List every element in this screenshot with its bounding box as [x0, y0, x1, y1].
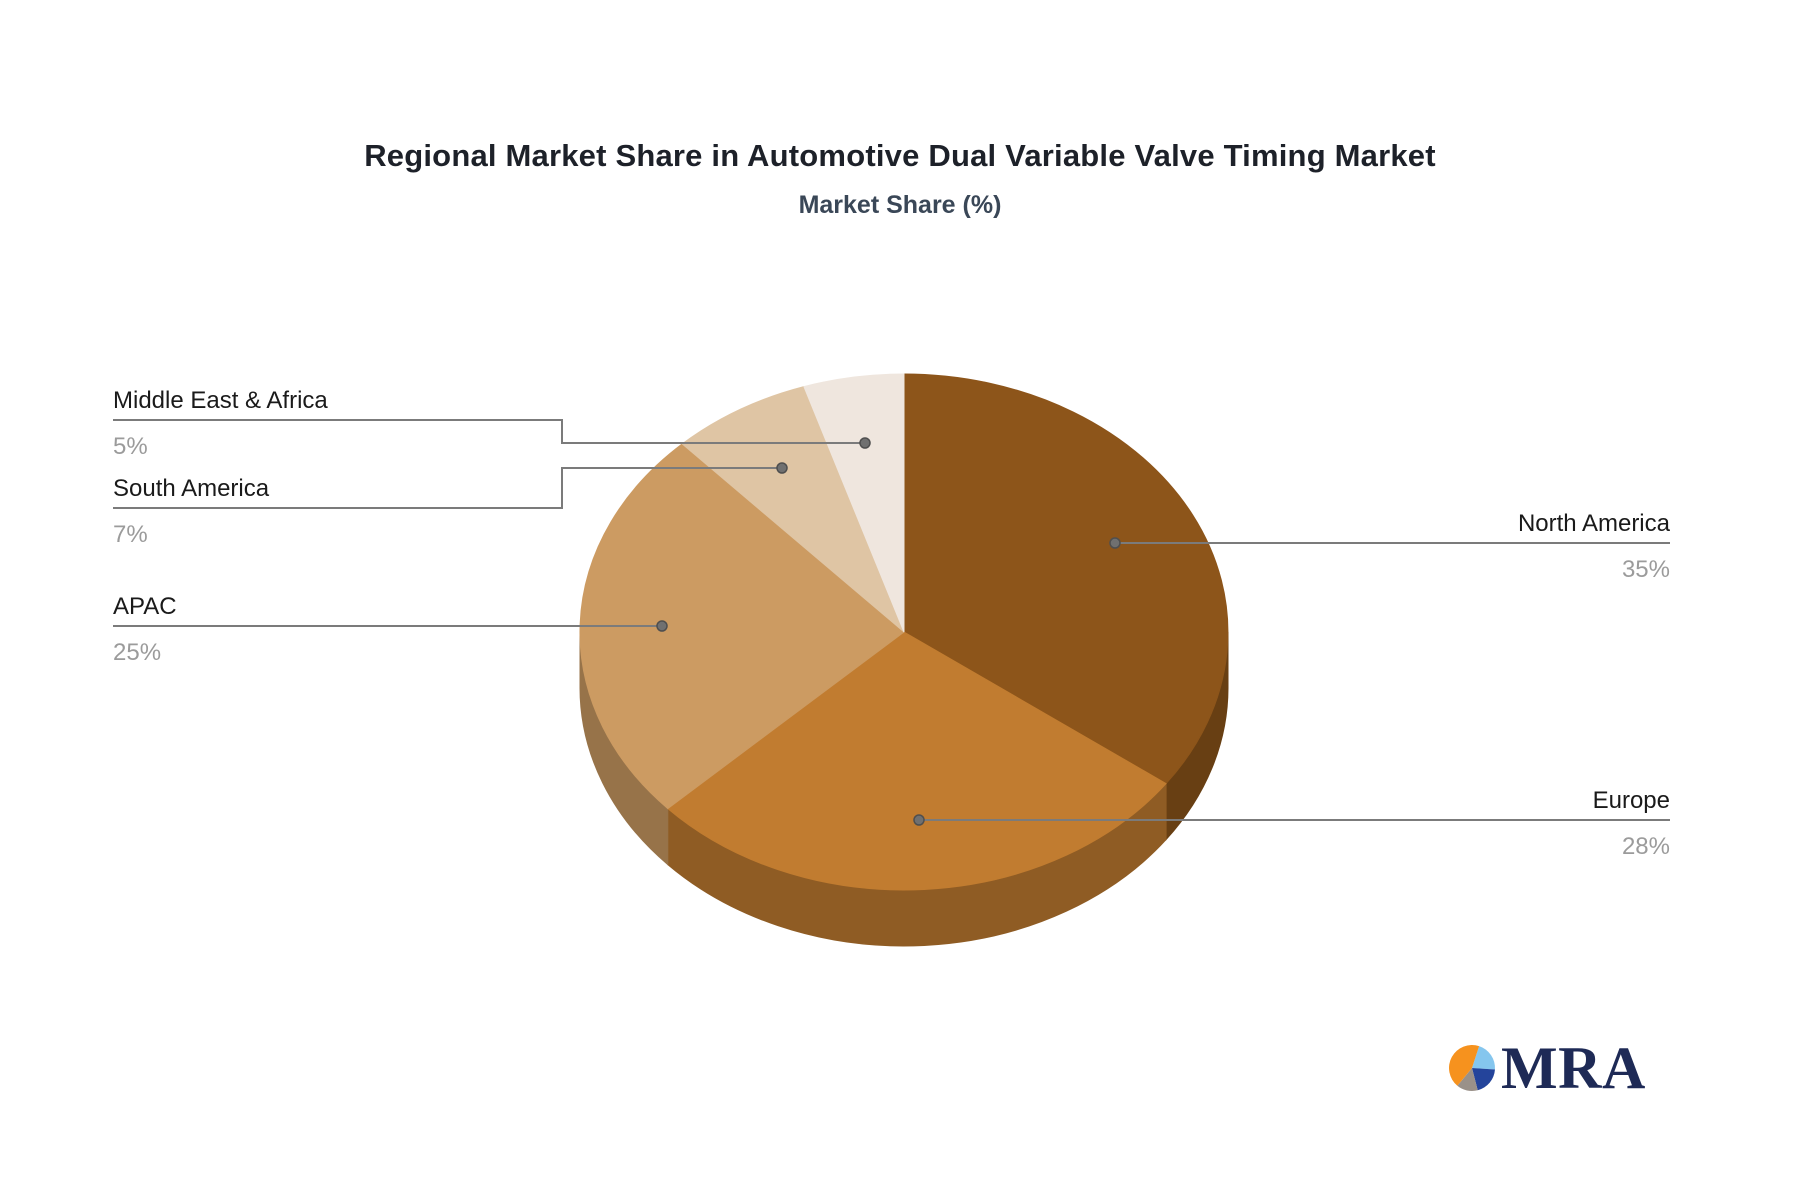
pie-slice-apac[interactable]: [579, 443, 905, 810]
brand-logo-slice-gray: [1457, 1068, 1478, 1092]
leader-dot-south-america: [776, 462, 788, 474]
pie-slice-europe[interactable]: [666, 631, 1167, 891]
leader-dot-europe: [913, 814, 925, 826]
leader-line-south-america: [113, 467, 782, 509]
slice-value-south-america: 7%: [113, 521, 148, 548]
slice-value-north-america: 35%: [1622, 556, 1670, 583]
chart-title: Regional Market Share in Automotive Dual…: [364, 138, 1436, 173]
chart-subtitle: Market Share (%): [798, 191, 1002, 219]
slice-value-europe: 28%: [1622, 833, 1670, 860]
brand-logo-slice-navy: [1472, 1068, 1495, 1091]
leader-dot-middle-east-africa: [859, 437, 871, 449]
pie-slice-middle-east-africa[interactable]: [803, 373, 905, 633]
brand-logo: MRA: [1446, 1038, 1646, 1098]
leader-line-middle-east-africa: [113, 419, 865, 444]
slice-label-north-america: North America: [1518, 510, 1671, 537]
pie-slice-south-america[interactable]: [681, 386, 905, 633]
slice-value-apac: 25%: [113, 639, 161, 666]
pie-slice-north-america[interactable]: [903, 373, 1229, 785]
slice-value-middle-east-africa: 5%: [113, 433, 148, 460]
slice-label-middle-east-africa: Middle East & Africa: [113, 387, 328, 414]
brand-logo-slice-light-blue: [1472, 1046, 1495, 1070]
brand-logo-icon: [1449, 1045, 1495, 1092]
brand-logo-slice-orange: [1449, 1045, 1480, 1086]
slice-label-europe: Europe: [1593, 787, 1670, 814]
slice-label-apac: APAC: [113, 593, 177, 620]
slice-label-south-america: South America: [113, 475, 270, 502]
leader-dot-apac: [656, 620, 668, 632]
leader-dot-north-america: [1109, 537, 1121, 549]
brand-logo-text: MRA: [1501, 1035, 1646, 1101]
